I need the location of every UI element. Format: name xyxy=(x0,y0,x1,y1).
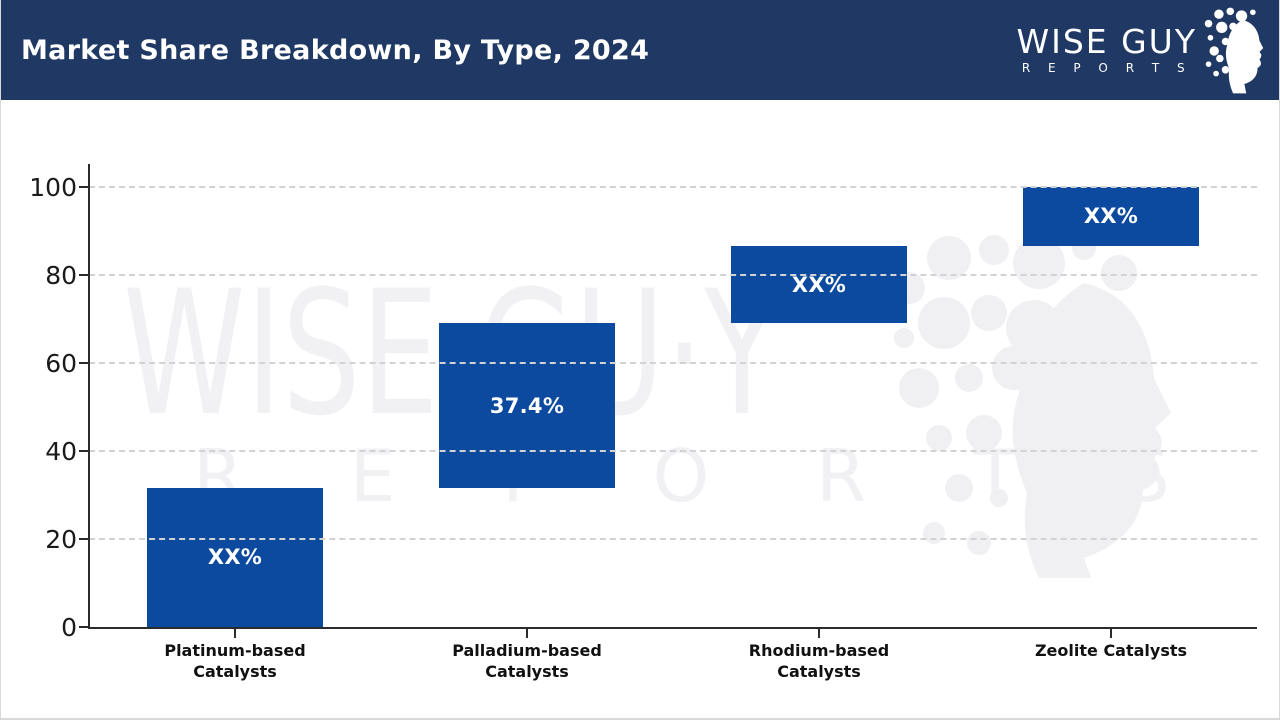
y-axis-tick-label: 0 xyxy=(61,613,77,642)
y-axis-tick-label: 100 xyxy=(29,173,77,202)
x-axis-category-line: Catalysts xyxy=(193,662,277,681)
bar-value-label: XX% xyxy=(207,545,263,570)
logo-brand-subtitle: R E P O R T S xyxy=(1021,61,1192,75)
y-axis-tick-label: 60 xyxy=(45,349,77,378)
x-axis-category-label: Rhodium-based Catalysts xyxy=(673,640,965,682)
x-axis-category-line: Catalysts xyxy=(777,662,861,681)
y-axis-tick-label: 20 xyxy=(45,525,77,554)
y-gridline xyxy=(89,450,1257,452)
y-gridline xyxy=(89,186,1257,188)
watermark-head-icon xyxy=(893,235,1171,578)
y-axis-tick-mark xyxy=(79,362,88,364)
x-axis-category-label: Platinum-based Catalysts xyxy=(89,640,381,682)
wise-guy-reports-logo: WISE GUY R E P O R T S xyxy=(1016,6,1267,94)
y-axis-tick-mark xyxy=(79,450,88,452)
x-axis-category-line: Platinum-based xyxy=(164,641,306,660)
y-axis-tick-mark xyxy=(79,186,88,188)
x-axis-tick-mark xyxy=(234,629,236,638)
x-axis-tick-mark xyxy=(526,629,528,638)
bar: XX% xyxy=(731,245,907,324)
x-axis-category-label: Palladium-based Catalysts xyxy=(381,640,673,682)
bar-value-label: XX% xyxy=(791,272,847,297)
x-axis-tick-mark xyxy=(1110,629,1112,638)
y-axis-tick-mark xyxy=(79,274,88,276)
y-axis-line xyxy=(88,164,90,629)
x-axis-category-label: Zeolite Catalysts xyxy=(965,640,1257,661)
bar-value-label: XX% xyxy=(1083,204,1139,229)
header-bar: Market Share Breakdown, By Type, 2024 WI… xyxy=(1,0,1279,100)
x-axis-category-line: Palladium-based xyxy=(452,641,602,660)
x-axis-category-line: Rhodium-based xyxy=(748,641,890,660)
bar: XX% xyxy=(1023,187,1199,246)
y-axis-tick-label: 80 xyxy=(45,261,77,290)
bar: 37.4% xyxy=(439,323,615,488)
x-axis-tick-mark xyxy=(818,629,820,638)
x-axis-category-line: Zeolite Catalysts xyxy=(1034,641,1188,660)
y-gridline xyxy=(89,362,1257,364)
x-axis-line xyxy=(88,627,1257,629)
y-axis-tick-mark xyxy=(79,538,88,540)
logo-wordmark: WISE GUY R E P O R T S xyxy=(1016,25,1197,75)
logo-brand-name: WISE GUY xyxy=(1016,22,1197,61)
bar: XX% xyxy=(147,487,323,627)
page-title: Market Share Breakdown, By Type, 2024 xyxy=(21,34,650,66)
y-gridline xyxy=(89,538,1257,540)
x-axis-category-line: Catalysts xyxy=(485,662,569,681)
logo-head-icon xyxy=(1204,7,1264,94)
y-gridline xyxy=(89,274,1257,276)
y-axis-tick-label: 40 xyxy=(45,437,77,466)
y-axis-tick-mark xyxy=(79,626,88,628)
bar-value-label: 37.4% xyxy=(489,393,565,418)
